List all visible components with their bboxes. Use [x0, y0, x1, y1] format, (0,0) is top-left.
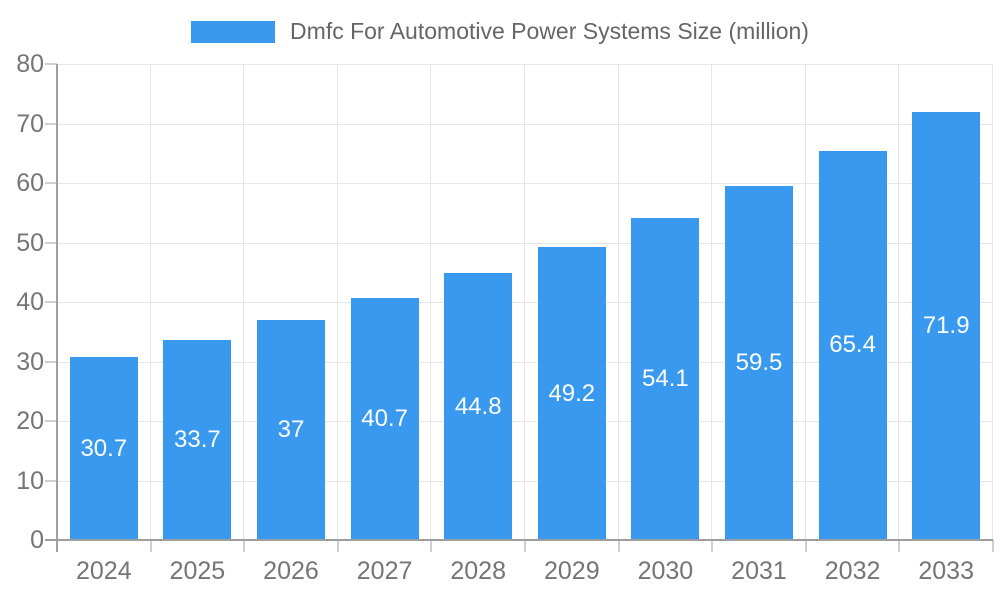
bar-value-label: 49.2 [548, 379, 596, 407]
bar-value-label: 65.4 [829, 331, 876, 359]
bar[interactable]: 30.7 [69, 357, 138, 540]
bar-value-label: 37 [277, 415, 305, 443]
bar-value-label: 54.1 [642, 365, 689, 393]
gridline-y [57, 302, 993, 303]
y-tick-label: 10 [16, 466, 44, 495]
bar[interactable]: 49.2 [537, 247, 606, 540]
y-tick-label: 0 [30, 526, 44, 554]
y-tick-label: 30 [16, 347, 44, 376]
gridline-x [898, 64, 900, 540]
y-tick [45, 301, 57, 303]
x-tick-label: 2030 [637, 557, 694, 585]
y-tick [45, 479, 57, 482]
gridline-x [243, 64, 245, 540]
gridline-x [336, 64, 338, 540]
gridline-y [57, 123, 993, 125]
bar-value-label: 59.5 [735, 348, 783, 376]
x-tick [149, 540, 152, 552]
gridline-y [57, 361, 993, 363]
gridline-x [992, 64, 993, 540]
y-tick [45, 182, 57, 184]
bar[interactable]: 37 [257, 319, 325, 540]
x-tick [711, 540, 714, 552]
bar-value-label: 40.7 [361, 404, 408, 432]
x-tick [243, 540, 246, 552]
x-tick [898, 540, 901, 552]
gridline-y [57, 480, 993, 482]
bar-value-label: 30.7 [80, 434, 128, 462]
x-tick-label: 2028 [450, 557, 506, 585]
y-tick-label: 70 [16, 109, 44, 138]
bar[interactable]: 65.4 [818, 150, 887, 540]
x-tick [804, 540, 807, 552]
gridline-x [711, 64, 713, 540]
gridline-x [617, 64, 619, 540]
bar[interactable]: 71.9 [912, 112, 981, 540]
y-axis-line [56, 64, 58, 552]
y-tick [45, 241, 57, 244]
legend-label: Dmfc For Automotive Power Systems Size (… [290, 18, 809, 44]
x-tick [617, 540, 620, 552]
y-tick-label: 50 [16, 228, 44, 257]
legend-item[interactable]: Dmfc For Automotive Power Systems Size (… [191, 18, 809, 45]
gridline-y [57, 183, 993, 184]
bar[interactable]: 40.7 [350, 297, 419, 540]
x-tick [430, 540, 433, 552]
x-tick-label: 2033 [918, 557, 974, 585]
gridline-x [149, 64, 151, 540]
gridline-x [804, 64, 806, 540]
plot-area: 30.7 33.7 37 40.7 44.8 49.2 54.1 59.5 65.4 71.9 [45, 63, 994, 552]
x-tick-label: 2024 [75, 557, 132, 585]
x-tick-label: 2025 [169, 557, 226, 585]
x-tick [992, 540, 994, 552]
bar-value-label: 71.9 [922, 312, 970, 340]
legend: Dmfc For Automotive Power Systems Size (… [0, 18, 1000, 45]
x-tick [336, 540, 339, 552]
legend-swatch-icon [191, 20, 276, 43]
bar-value-label: 33.7 [174, 425, 221, 453]
x-tick-label: 2026 [263, 557, 319, 585]
y-tick [45, 420, 57, 422]
gridline-y [57, 64, 993, 65]
gridline-x [524, 64, 525, 540]
y-tick [45, 360, 57, 363]
gridline-x [430, 64, 432, 540]
y-tick [45, 122, 57, 125]
bar[interactable]: 44.8 [444, 273, 513, 540]
x-tick-label: 2031 [731, 557, 787, 585]
y-tick-label: 20 [16, 407, 44, 435]
x-tick-label: 2027 [356, 557, 413, 585]
y-tick-label: 40 [16, 288, 44, 316]
y-tick [45, 63, 57, 65]
y-tick-label: 60 [16, 169, 44, 197]
bar[interactable]: 54.1 [631, 218, 700, 540]
x-tick [524, 540, 526, 552]
gridline-y [57, 421, 993, 422]
x-tick-label: 2032 [824, 557, 881, 585]
bar-value-label: 44.8 [454, 392, 502, 420]
bar[interactable]: 33.7 [163, 339, 232, 540]
bar[interactable]: 59.5 [725, 185, 793, 540]
x-tick-label: 2029 [543, 557, 600, 585]
gridline-y [57, 242, 993, 244]
y-tick-label: 80 [16, 50, 44, 78]
x-axis-line [45, 539, 993, 541]
